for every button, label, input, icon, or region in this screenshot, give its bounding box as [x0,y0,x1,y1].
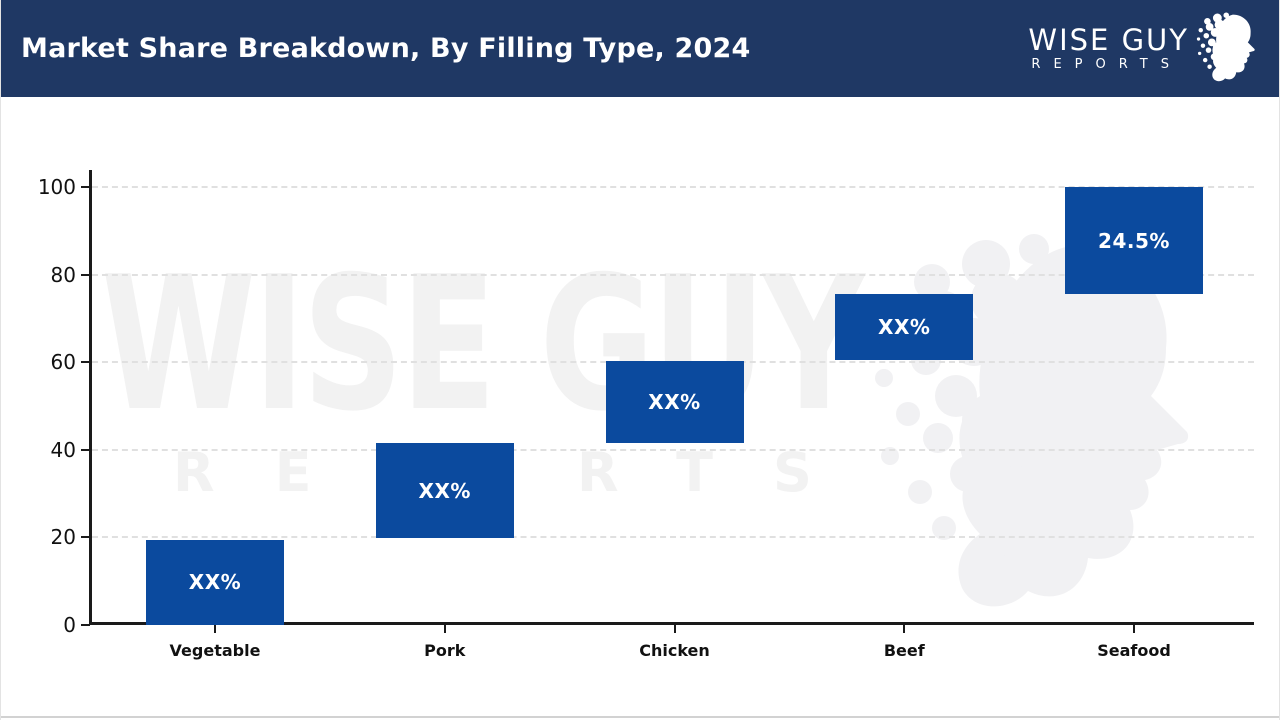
y-tick [81,536,90,539]
x-tick [214,625,216,633]
y-tick-label: 100 [37,175,76,199]
brand-logo: WISE GUY REPORTS [1028,8,1265,90]
bar-chicken: XX% [605,360,744,444]
y-tick-label: 20 [50,525,76,550]
y-gridline [92,448,1254,451]
y-tick-label: 60 [50,350,76,375]
y-tick-label: 40 [50,437,76,462]
x-category-label: Vegetable [169,641,261,660]
x-tick [1133,625,1135,633]
bar-value-label: XX% [878,314,931,339]
y-tick [81,624,90,626]
y-tick-label: 0 [63,613,76,637]
y-tick [81,273,90,276]
bar-value-label: XX% [188,570,242,595]
bottom-divider [1,716,1279,718]
bar-vegetable: XX% [146,539,284,625]
brand-subtitle: REPORTS [1031,57,1183,73]
bar-pork: XX% [375,443,514,539]
x-tick [903,625,906,633]
bar-beef: XX% [835,293,974,360]
y-tick [81,361,90,364]
page-title: Market Share Breakdown, By Filling Type,… [21,33,751,64]
y-tick [81,186,90,188]
bar-value-label: XX% [648,390,701,415]
x-category-label: Pork [424,641,466,660]
brand-head-icon [1196,11,1255,81]
x-tick [673,625,676,633]
x-category-label: Beef [883,641,925,660]
x-category-label: Seafood [1097,641,1171,660]
y-gridline [92,186,1254,188]
header: Market Share Breakdown, By Filling Type,… [1,0,1279,97]
y-gridline [92,273,1254,276]
y-gridline [92,536,1254,539]
y-tick [81,448,90,451]
plot-area: 0 20 40 60 80 100 XX% Vegetable XX% Pork XX% Chicke… [38,170,1254,660]
y-tick-label: 80 [50,262,76,287]
bar-value-label: 24.5% [1098,228,1170,253]
x-tick [443,625,446,633]
bar-value-label: XX% [418,478,471,503]
brand-name: WISE GUY [1028,22,1189,57]
bar-seafood: 24.5% [1065,187,1203,295]
brand-logo-text: WISE GUY REPORTS [1028,22,1189,73]
x-category-label: Chicken [639,641,710,660]
